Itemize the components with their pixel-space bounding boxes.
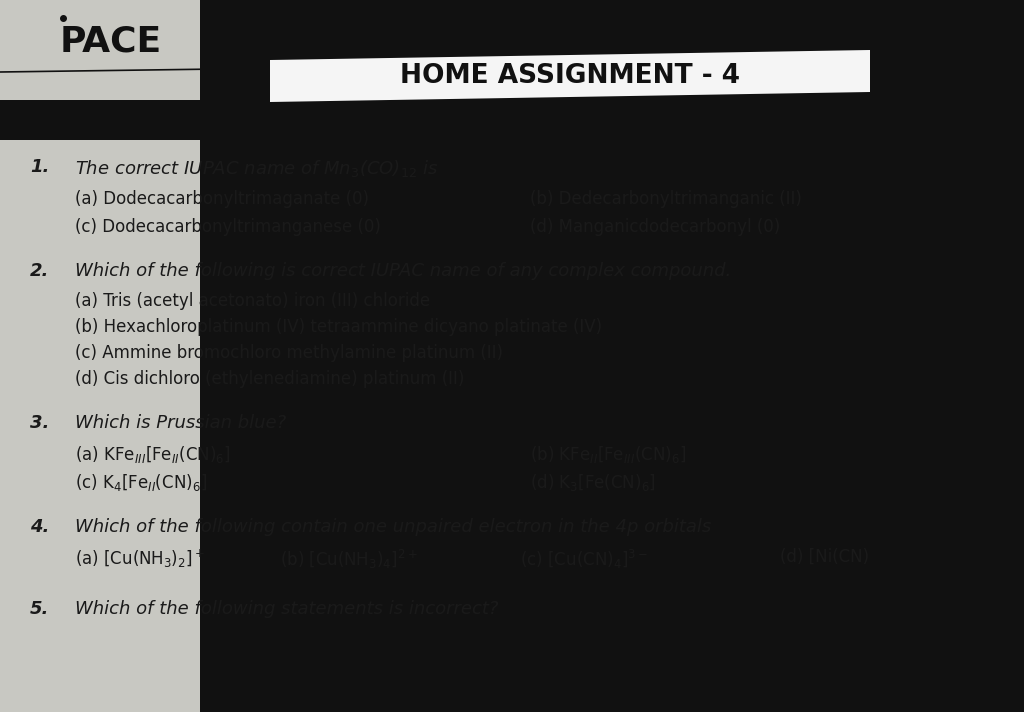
Text: (b) [Cu(NH$_3$)$_4$]$^{2+}$: (b) [Cu(NH$_3$)$_4$]$^{2+}$ (280, 548, 418, 571)
Text: Which of the following statements is incorrect?: Which of the following statements is inc… (75, 600, 499, 618)
Text: (c) Dodecacarbonyltrimanganese (0): (c) Dodecacarbonyltrimanganese (0) (75, 218, 381, 236)
Text: (a) Tris (acetyl acetonato) iron (III) chloride: (a) Tris (acetyl acetonato) iron (III) c… (75, 292, 430, 310)
Text: 1.: 1. (30, 158, 49, 176)
Text: 4.: 4. (30, 518, 49, 536)
Text: (a) Dodecacarbonyltrimaganate (0): (a) Dodecacarbonyltrimaganate (0) (75, 190, 369, 208)
Text: (c) K$_4$[Fe$_{II}$(CN)$_6$]: (c) K$_4$[Fe$_{II}$(CN)$_6$] (75, 472, 207, 493)
Text: The correct IUPAC name of Mn$_3$(CO)$_{12}$ is: The correct IUPAC name of Mn$_3$(CO)$_{1… (75, 158, 438, 179)
Text: (a) [Cu(NH$_3$)$_2$]$^+$: (a) [Cu(NH$_3$)$_2$]$^+$ (75, 548, 205, 570)
Polygon shape (0, 100, 600, 140)
Text: PACE: PACE (60, 25, 162, 59)
Text: (b) KFe$_{II}$[Fe$_{III}$(CN)$_6$]: (b) KFe$_{II}$[Fe$_{III}$(CN)$_6$] (530, 444, 686, 465)
Text: (d) [Ni(CN): (d) [Ni(CN) (780, 548, 869, 566)
Polygon shape (200, 0, 1024, 110)
Text: Which of the following contain one unpaired electron in the 4p orbitals: Which of the following contain one unpai… (75, 518, 712, 536)
Text: (b) Dedecarbonyltrimanganic (II): (b) Dedecarbonyltrimanganic (II) (530, 190, 802, 208)
Text: 2.: 2. (30, 262, 49, 280)
Polygon shape (270, 50, 870, 102)
Text: Which of the following is correct IUPAC name of any complex compound.: Which of the following is correct IUPAC … (75, 262, 731, 280)
Text: (a) KFe$_{III}$[Fe$_{II}$(CN)$_6$]: (a) KFe$_{III}$[Fe$_{II}$(CN)$_6$] (75, 444, 230, 465)
Text: (c) [Cu(CN)$_4$]$^{3-}$: (c) [Cu(CN)$_4$]$^{3-}$ (520, 548, 648, 571)
Text: (d) K$_3$[Fe(CN)$_6$]: (d) K$_3$[Fe(CN)$_6$] (530, 472, 656, 493)
Text: (b) Hexachloroplatinum (IV) tetraammine dicyano platinate (IV): (b) Hexachloroplatinum (IV) tetraammine … (75, 318, 602, 336)
Text: (d) Cis dichloro (ethylenediamine) platinum (II): (d) Cis dichloro (ethylenediamine) plati… (75, 370, 464, 388)
Text: HOME ASSIGNMENT - 4: HOME ASSIGNMENT - 4 (400, 63, 740, 89)
Polygon shape (200, 44, 1024, 712)
Text: (c) Ammine bromochloro methylamine platinum (II): (c) Ammine bromochloro methylamine plati… (75, 344, 503, 362)
Text: Which is Prussian blue?: Which is Prussian blue? (75, 414, 286, 432)
Text: (d) Manganicdodecarbonyl (0): (d) Manganicdodecarbonyl (0) (530, 218, 780, 236)
Text: 5.: 5. (30, 600, 49, 618)
Text: 3.: 3. (30, 414, 49, 432)
